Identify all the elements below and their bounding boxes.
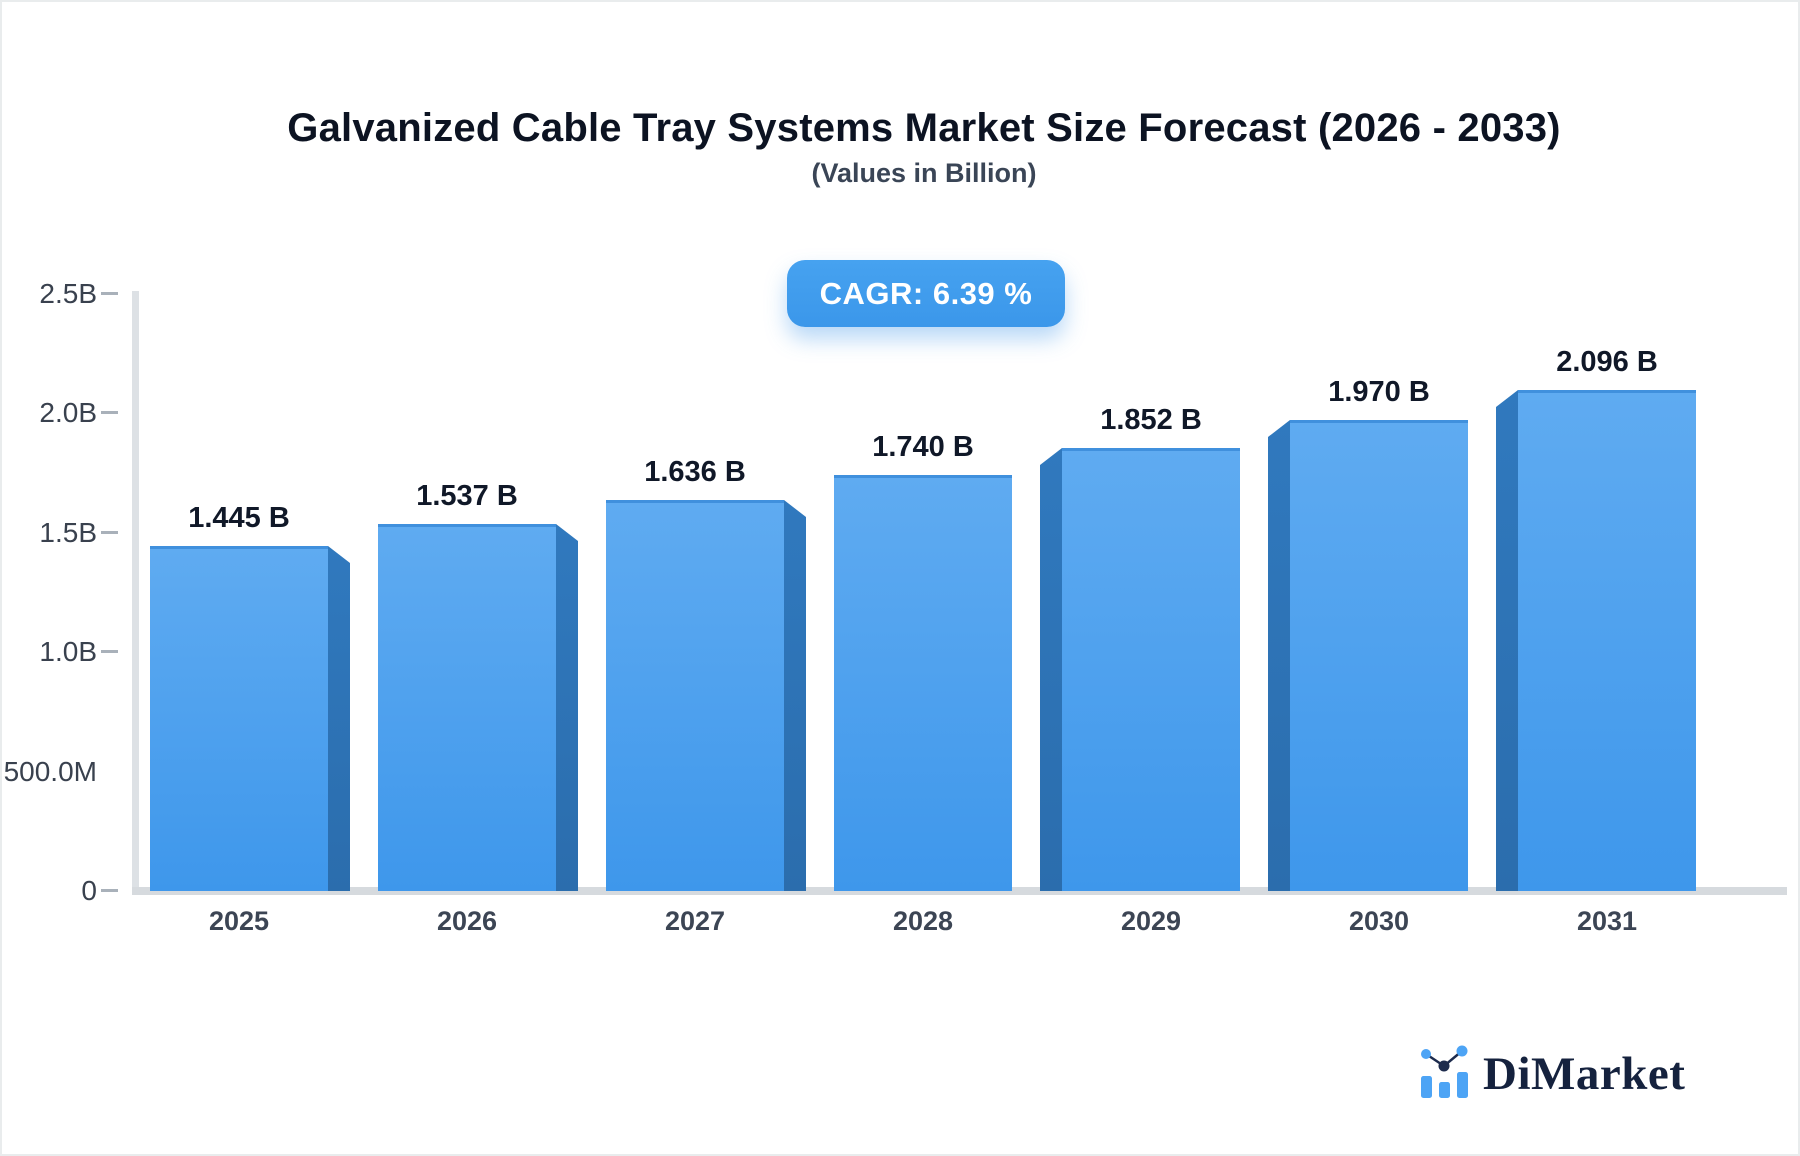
cagr-badge: CAGR: 6.39 % <box>787 260 1065 327</box>
bar-value-label: 1.445 B <box>188 502 290 534</box>
bar-2028 <box>834 475 1012 891</box>
cagr-badge-label: CAGR: 6.39 % <box>819 275 1033 311</box>
x-tick-label: 2027 <box>664 906 726 936</box>
x-tick-label: 2031 <box>1576 906 1638 936</box>
y-tick-label: 1.5B <box>39 516 97 548</box>
y-tick-label: 0 <box>81 875 97 906</box>
bar-2031 <box>1518 390 1696 891</box>
y-tick-dash <box>101 530 118 534</box>
bar-value-label: 1.740 B <box>872 431 974 463</box>
bar-value-label: 1.537 B <box>416 480 518 512</box>
y-tick-label: 2.5B <box>39 277 97 309</box>
bar-side-panel <box>784 500 806 891</box>
chart-subtitle: (Values in Billion) <box>811 158 1037 188</box>
y-tick-label: 2.0B <box>39 397 97 428</box>
y-tick-dash <box>101 411 118 414</box>
bar-side-panel <box>1496 390 1518 891</box>
x-tick-label: 2028 <box>892 906 954 936</box>
brand-logo: DiMarket <box>1415 1044 1685 1100</box>
y-tick-dash <box>101 291 118 295</box>
chart-title: Galvanized Cable Tray Systems Market Siz… <box>287 106 1561 150</box>
x-tick-label: 2029 <box>1120 906 1182 936</box>
brand-name: DiMarket <box>1483 1048 1686 1100</box>
x-tick-label: 2030 <box>1348 906 1410 936</box>
bar-side-panel <box>1268 420 1290 891</box>
bar-2029 <box>1062 448 1240 891</box>
bar-2026 <box>378 524 556 891</box>
bar-2025 <box>150 546 328 891</box>
x-tick-label: 2025 <box>208 906 270 936</box>
x-axis-baseline <box>132 887 1787 895</box>
x-tick-label: 2026 <box>436 906 498 936</box>
bar-value-label: 1.636 B <box>644 456 746 488</box>
y-tick-dash <box>101 889 118 892</box>
bar-2030 <box>1290 420 1468 891</box>
bar-value-label: 1.970 B <box>1328 376 1430 408</box>
bar-side-panel <box>328 546 350 891</box>
bar-value-label: 1.852 B <box>1100 404 1202 436</box>
bar-side-panel <box>556 524 578 891</box>
bar-chart-logo-icon <box>1421 1045 1468 1098</box>
bar-2027 <box>606 500 784 891</box>
bar-value-label: 2.096 B <box>1556 346 1658 378</box>
y-tick-label: 1.0B <box>39 636 97 667</box>
y-tick-label: 500.0M <box>3 755 97 787</box>
y-tick-dash <box>101 650 118 653</box>
bar-side-panel <box>1040 448 1062 891</box>
y-axis-line <box>132 291 139 895</box>
